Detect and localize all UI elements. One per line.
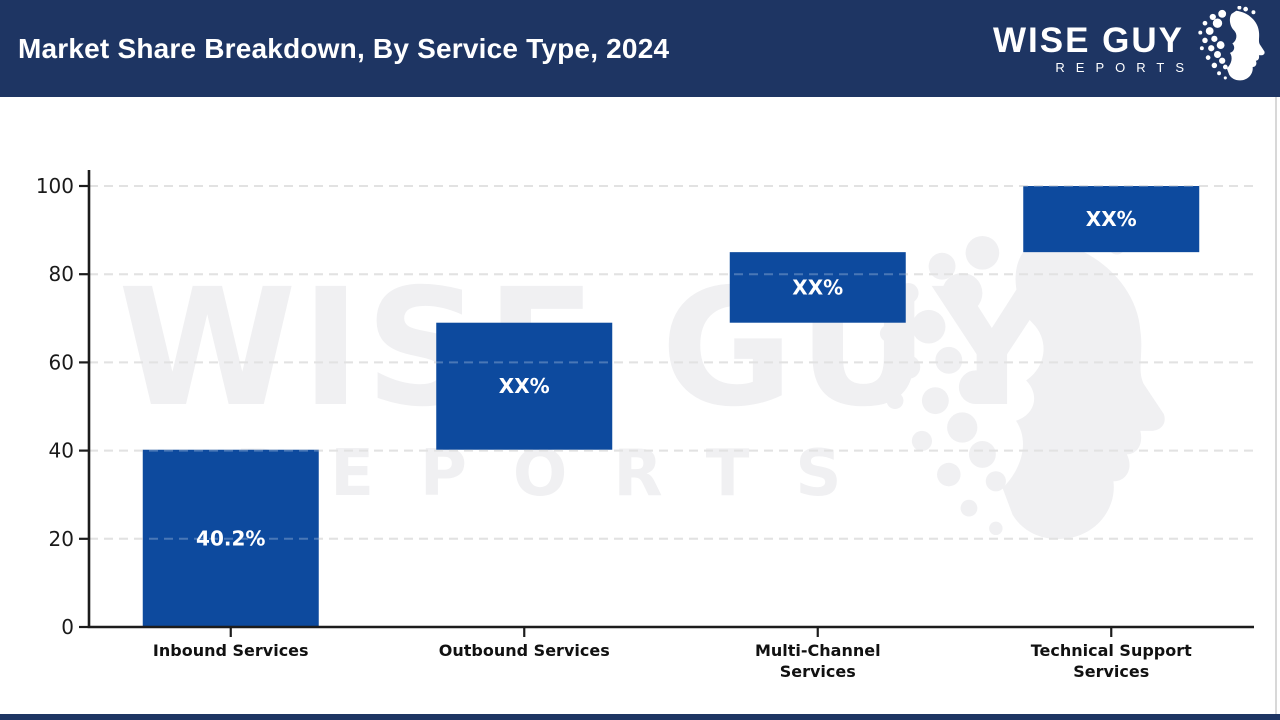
axes	[87, 170, 1254, 629]
bar-1	[436, 322, 613, 450]
bars	[142, 186, 1200, 627]
y-tick-label: 60	[49, 350, 74, 374]
y-tick-label: 0	[61, 615, 74, 639]
category-label: Multi-Channel	[755, 641, 881, 660]
y-axis-ticks: 0 20 40 60 80 100	[36, 174, 88, 639]
page-title: Market Share Breakdown, By Service Type,…	[18, 32, 670, 64]
y-tick-label: 100	[36, 174, 74, 198]
right-edge-line	[1275, 97, 1277, 714]
brand-logo-text: WISE GUY REPORTS	[993, 23, 1184, 74]
bar-value-label: 40.2%	[196, 526, 265, 550]
brand-name: WISE GUY	[992, 21, 1184, 60]
y-tick-label: 40	[49, 439, 74, 463]
category-label: Services	[1073, 662, 1149, 681]
category-label: Services	[780, 662, 856, 681]
bar-value-label: XX%	[499, 374, 550, 398]
bar-labels: 40.2% XX% XX% XX%	[196, 207, 1137, 550]
footer-strip	[0, 714, 1280, 720]
category-label: Technical Support	[1031, 641, 1192, 660]
bar-0	[142, 449, 319, 627]
category-labels: Inbound Services Outbound Services Multi-C…	[153, 641, 1192, 681]
header: Market Share Breakdown, By Service Type,…	[0, 0, 1280, 97]
brand-logo: WISE GUY REPORTS	[993, 6, 1280, 92]
x-axis-ticks	[229, 628, 1113, 637]
brand-subtitle: REPORTS	[1055, 60, 1195, 75]
y-tick-label: 20	[49, 527, 74, 551]
category-label: Inbound Services	[153, 641, 309, 660]
bar-value-label: XX%	[1086, 207, 1137, 231]
bar-value-label: XX%	[792, 275, 843, 299]
category-label: Outbound Services	[439, 641, 610, 660]
y-tick-label: 80	[49, 262, 74, 286]
bar-2	[729, 252, 906, 323]
brand-face-icon	[1190, 6, 1270, 92]
